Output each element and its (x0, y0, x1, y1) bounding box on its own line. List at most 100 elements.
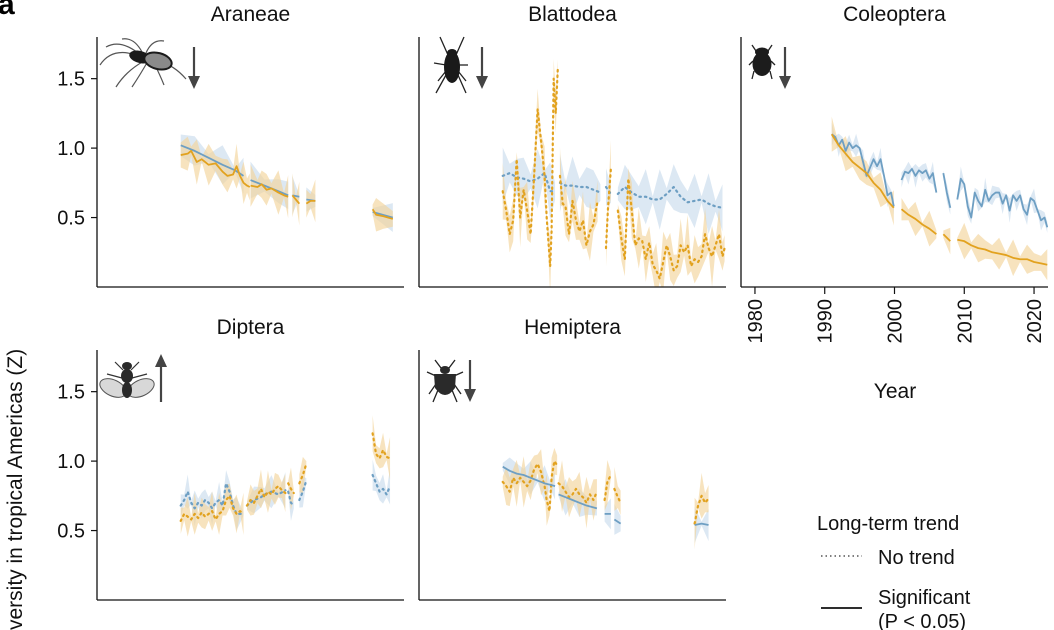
orange-band (943, 227, 951, 255)
orange-series-line (900, 208, 937, 235)
blue-band (614, 503, 621, 535)
panel-letter: a (0, 0, 15, 21)
orange-series-line (305, 199, 316, 205)
blue-series-line (298, 479, 308, 502)
legend-significant-p-label: (P < 0.05) (878, 611, 966, 630)
orange-band (372, 415, 391, 480)
orange-band (614, 466, 621, 515)
blue-band (694, 506, 709, 544)
arrow-down-icon (779, 47, 791, 89)
orange-series-line (180, 149, 251, 188)
blue-series-line (371, 473, 392, 496)
blue-series-line (831, 133, 895, 207)
legend-title: Long-term trend (817, 513, 959, 535)
orange-band (558, 460, 597, 529)
orange-band (957, 222, 1048, 281)
series-lines (830, 133, 1048, 266)
y-tick-label: 0.5 (57, 521, 85, 543)
blue-series-line (180, 144, 245, 177)
panel-title: Hemiptera (524, 316, 621, 339)
blue-series-line (613, 518, 622, 525)
x-tick-label: 1990 (815, 299, 837, 344)
orange-band (250, 164, 289, 219)
orange-series-line (830, 133, 895, 209)
panel-diptera: Diptera 0.5 1.0 1.5 (57, 316, 404, 601)
series-lines (501, 460, 710, 526)
blue-series-line (616, 185, 724, 209)
orange-series-line (603, 473, 612, 502)
x-tick-label: 2020 (1024, 299, 1046, 344)
panel-title: Blattodea (528, 3, 617, 26)
blue-series-line (501, 172, 557, 193)
orange-series-line (942, 233, 951, 242)
cockroach-icon (433, 36, 468, 94)
series-lines (179, 432, 392, 522)
x-tick-label: 2010 (954, 299, 976, 344)
orange-series-line (616, 177, 726, 280)
orange-series-line (613, 487, 622, 504)
blue-series-line (287, 490, 295, 507)
confidence-bands (502, 447, 709, 550)
panel-araneae: Araneae 0.5 1.0 1.5 (57, 3, 404, 288)
orange-series-line (250, 183, 289, 198)
orange-series-line (291, 194, 301, 205)
blue-series-line (694, 522, 709, 526)
orange-series-line (287, 482, 295, 495)
orange-band (180, 136, 250, 205)
orange-band (694, 472, 709, 550)
y-tick-label: 1.5 (57, 382, 85, 404)
legend-significant-label: Significant (878, 587, 971, 609)
confidence-bands (502, 59, 725, 287)
arrow-down-icon (464, 360, 476, 402)
orange-series-line (604, 167, 612, 250)
panel-title: Araneae (211, 3, 290, 26)
x-axis-label: Year (874, 380, 916, 403)
panels: Araneae 0.5 1.0 1.5 Blattodea Coleoptera 1980 1… (57, 3, 1048, 601)
orange-band (502, 59, 558, 287)
blue-series-line (942, 172, 952, 209)
blue-series-line (502, 465, 556, 487)
blue-series-line (558, 493, 598, 510)
orange-series-line (371, 432, 392, 460)
blue-band (617, 164, 723, 235)
legend: Long-term trend No trend Significant (P … (817, 513, 971, 630)
orange-series-line (179, 494, 245, 522)
series-lines (501, 66, 726, 280)
orange-series-line (957, 238, 1048, 266)
series-lines (180, 144, 394, 220)
panel-coleoptera: Coleoptera 1980 1990 2000 2010 2020 (740, 3, 1048, 344)
blue-series-line (900, 168, 938, 193)
orange-band (502, 447, 558, 526)
panel-title: Coleoptera (843, 3, 946, 26)
orange-series-line (558, 174, 599, 247)
legend-no-trend-label: No trend (878, 547, 955, 569)
panel-blattodea: Blattodea (418, 3, 726, 288)
shield-bug-icon (426, 359, 464, 403)
blue-series-line (558, 181, 602, 194)
arrow-down-icon (188, 47, 200, 89)
blue-band (559, 153, 601, 215)
y-tick-label: 1.5 (57, 69, 85, 91)
orange-series-line (501, 66, 559, 268)
orange-series-line (693, 494, 710, 525)
blue-band (901, 161, 937, 194)
y-tick-label: 1.0 (57, 138, 85, 160)
panel-title: Diptera (217, 316, 285, 339)
y-tick-label: 1.0 (57, 451, 85, 473)
confidence-bands (180, 134, 393, 233)
x-tick-label: 1980 (745, 299, 767, 344)
arrow-up-icon (155, 354, 167, 402)
x-tick-label: 2000 (885, 299, 907, 344)
confidence-bands (180, 415, 391, 537)
orange-band (604, 459, 611, 511)
orange-series-line (501, 460, 559, 513)
orange-series-line (371, 208, 394, 220)
orange-series-line (245, 485, 287, 507)
y-tick-label: 0.5 (57, 208, 85, 230)
panel-hemiptera: Hemiptera (418, 316, 726, 601)
orange-series-line (557, 482, 599, 504)
blue-series-line (956, 177, 1048, 228)
fly-icon (99, 361, 155, 398)
y-axis-label: versity in tropical Americas (Z) (4, 349, 27, 630)
